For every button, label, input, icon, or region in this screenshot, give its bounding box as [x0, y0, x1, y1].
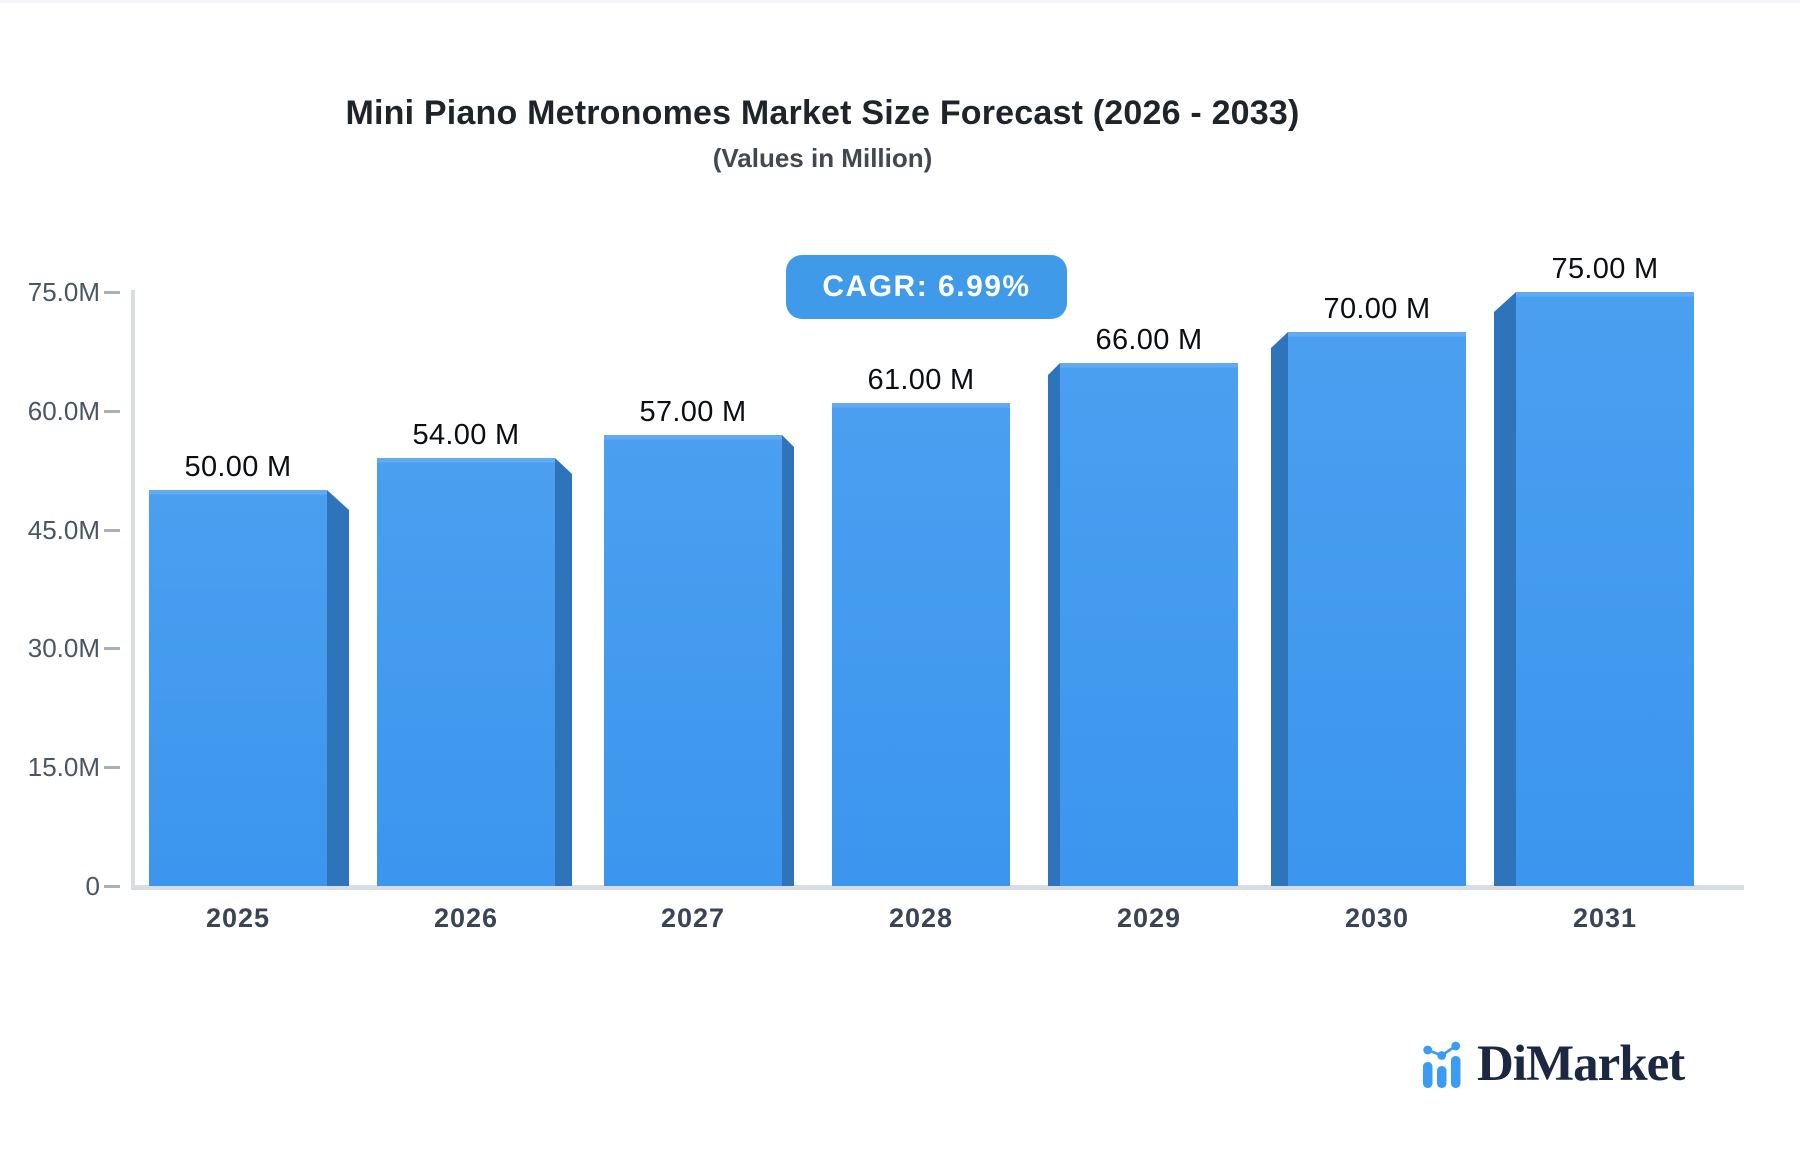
page-top-strip	[0, 0, 1800, 3]
chart-title: Mini Piano Metronomes Market Size Foreca…	[345, 94, 1300, 132]
chart-header: Mini Piano Metronomes Market Size Foreca…	[15, 94, 1630, 174]
brand-name: DiMarket	[1477, 1036, 1685, 1092]
y-axis-line	[131, 290, 135, 890]
bar[interactable]	[604, 435, 782, 886]
bar-side-face	[782, 435, 794, 886]
x-axis-label: 2028	[888, 903, 954, 933]
bar[interactable]	[832, 403, 1010, 886]
chart-subtitle: (Values in Million)	[712, 143, 933, 173]
bar-side-face	[1494, 292, 1516, 886]
bar[interactable]	[149, 490, 327, 886]
y-axis-tick	[104, 766, 120, 769]
bar[interactable]	[1288, 332, 1466, 886]
y-axis-tick	[104, 410, 120, 413]
bar-value-label: 54.00 M	[412, 419, 520, 451]
bar[interactable]	[1060, 363, 1238, 886]
y-axis-tick	[104, 291, 120, 294]
x-axis-label: 2030	[1344, 903, 1410, 933]
y-axis-label: 15.0M	[27, 752, 100, 782]
y-axis-tick	[104, 647, 120, 650]
y-axis-label: 45.0M	[27, 515, 100, 545]
bar-value-label: 70.00 M	[1323, 293, 1431, 325]
bar-side-face	[1271, 332, 1288, 886]
y-axis-tick	[104, 885, 120, 888]
bar-side-face	[1048, 363, 1060, 886]
bar-value-label: 57.00 M	[639, 396, 747, 428]
cagr-badge-label: CAGR: 6.99%	[822, 270, 1031, 303]
bar-value-label: 66.00 M	[1095, 324, 1203, 356]
bar[interactable]	[1516, 292, 1694, 886]
y-axis-label: 75.0M	[27, 277, 100, 307]
bar-line-chart-icon	[1423, 1041, 1461, 1088]
bar-side-face	[555, 458, 572, 886]
brand-logo: DiMarket	[1418, 1036, 1685, 1092]
x-axis-label: 2027	[660, 903, 726, 933]
bar-value-label: 50.00 M	[184, 451, 292, 483]
y-axis-label: 0	[85, 871, 100, 901]
bar[interactable]	[377, 458, 555, 886]
y-axis-label: 60.0M	[27, 396, 100, 426]
x-axis-label: 2025	[205, 903, 271, 933]
y-axis-label: 30.0M	[27, 633, 100, 663]
bar-value-label: 61.00 M	[867, 364, 975, 396]
x-axis-line	[131, 885, 1744, 890]
y-axis-tick	[104, 529, 120, 532]
x-axis-label: 2031	[1572, 903, 1638, 933]
cagr-badge: CAGR: 6.99%	[786, 255, 1067, 319]
bar-side-face	[327, 490, 349, 886]
bar-value-label: 75.00 M	[1551, 253, 1659, 285]
x-axis-label: 2029	[1116, 903, 1182, 933]
x-axis-label: 2026	[433, 903, 499, 933]
